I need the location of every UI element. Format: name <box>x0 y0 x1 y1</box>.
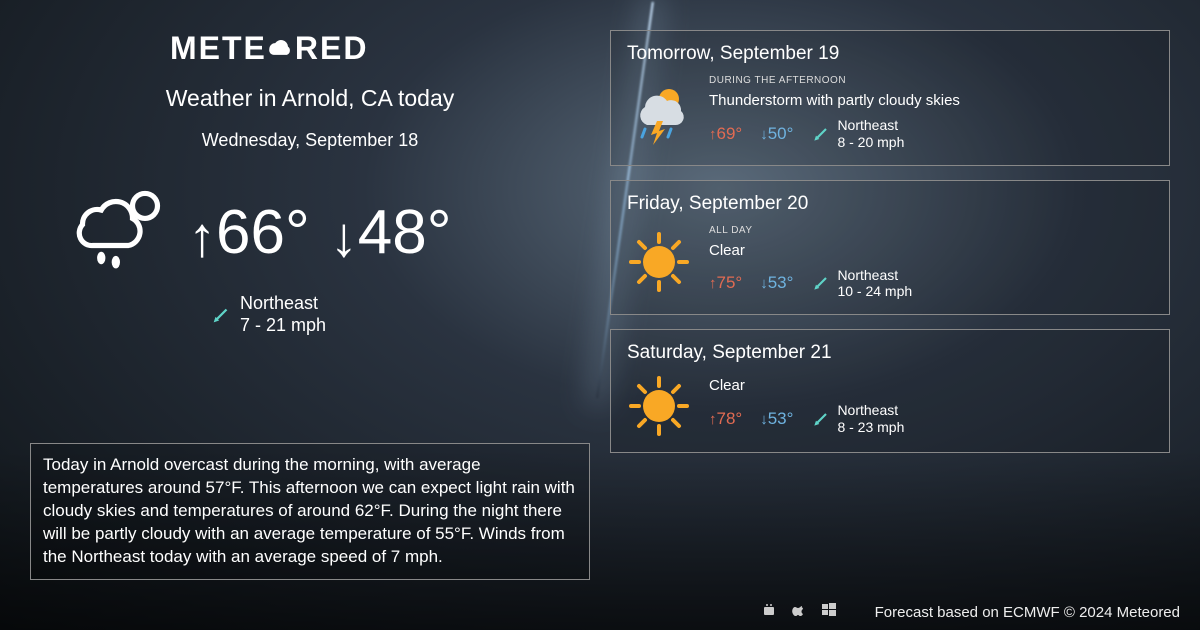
forecast-wind: Northeast 10 - 24 mph <box>811 267 912 301</box>
forecast-card[interactable]: Saturday, September 21 Clear ↑78° ↓53° N… <box>610 329 1170 453</box>
today-low: ↓48° <box>330 197 452 269</box>
today-high: ↑66° <box>188 197 310 269</box>
wind-direction: Northeast <box>240 293 326 315</box>
forecast-low: ↓53° <box>760 409 793 429</box>
rain-cloud-sun-icon <box>70 183 170 283</box>
forecast-low: ↓53° <box>760 273 793 293</box>
sun-icon <box>627 230 691 294</box>
android-icon[interactable] <box>761 602 777 622</box>
windows-icon[interactable] <box>821 602 837 622</box>
sun-icon <box>627 374 691 438</box>
forecast-high: ↑78° <box>709 409 742 429</box>
forecast-card[interactable]: Tomorrow, September 19 DURING THE AFTERN… <box>610 30 1170 166</box>
forecast-date: Tomorrow, September 19 <box>627 43 1153 65</box>
forecast-condition: Clear <box>709 242 1153 259</box>
logo: METE RED <box>170 30 610 67</box>
wind-arrow-icon <box>210 304 232 326</box>
thunderstorm-icon <box>627 81 691 145</box>
forecast-period: ALL DAY <box>709 225 1153 236</box>
current-date: Wednesday, September 18 <box>30 130 590 151</box>
forecast-wind: Northeast 8 - 20 mph <box>811 117 904 151</box>
footer: Forecast based on ECMWF © 2024 Meteored <box>0 602 1180 622</box>
logo-text-a: METE <box>170 30 267 67</box>
forecast-card[interactable]: Friday, September 20 ALL DAY Clear ↑75° … <box>610 180 1170 316</box>
forecast-date: Saturday, September 21 <box>627 342 1153 364</box>
wind-speed: 7 - 21 mph <box>240 315 326 337</box>
footer-text: Forecast based on ECMWF © 2024 Meteored <box>875 604 1180 621</box>
forecast-low: ↓50° <box>760 124 793 144</box>
forecast-condition: Clear <box>709 377 1153 394</box>
forecast-high: ↑75° <box>709 273 742 293</box>
forecast-date: Friday, September 20 <box>627 193 1153 215</box>
today-wind: Northeast 7 - 21 mph <box>210 293 610 336</box>
logo-text-b: RED <box>295 30 369 67</box>
today-summary: ↑66° ↓48° <box>70 183 610 283</box>
wind-arrow-icon <box>811 273 831 293</box>
forecast-period: DURING THE AFTERNOON <box>709 75 1153 86</box>
forecast-high: ↑69° <box>709 124 742 144</box>
wind-arrow-icon <box>811 409 831 429</box>
page-title: Weather in Arnold, CA today <box>30 85 590 112</box>
apple-icon[interactable] <box>791 602 807 622</box>
forecast-wind: Northeast 8 - 23 mph <box>811 402 904 436</box>
wind-arrow-icon <box>811 124 831 144</box>
today-description: Today in Arnold overcast during the morn… <box>30 443 590 580</box>
forecast-condition: Thunderstorm with partly cloudy skies <box>709 92 1153 109</box>
logo-icon <box>267 35 295 63</box>
